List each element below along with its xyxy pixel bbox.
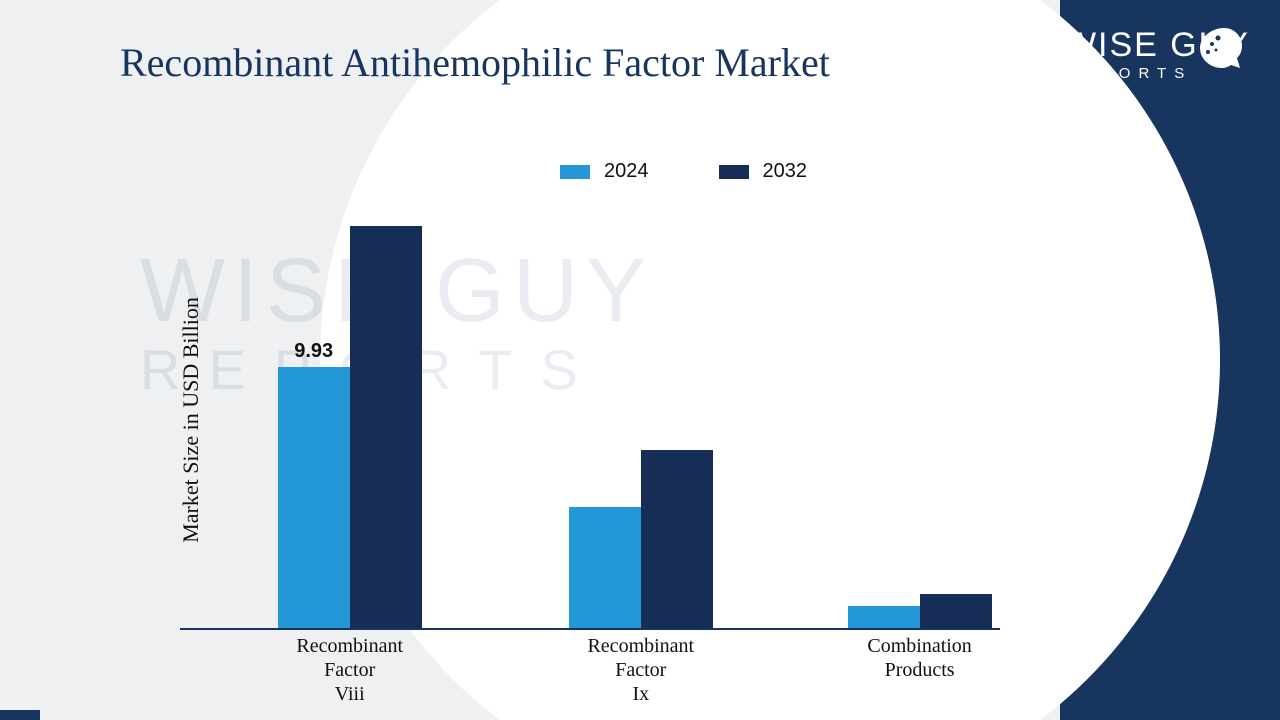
legend-item-2024: 2024 — [560, 160, 649, 183]
bar-series-2032 — [920, 594, 992, 628]
right-band — [1060, 0, 1280, 720]
legend-label-2032: 2032 — [763, 160, 808, 183]
legend-swatch-2024 — [560, 165, 590, 179]
bar-pair — [820, 210, 1020, 628]
bar-group: 9.93RecombinantFactorViii — [250, 210, 450, 628]
page-root: WISE GUY REPORTS WISE GUY REPORTS Recomb… — [0, 0, 1280, 720]
chart-legend: 2024 2032 — [560, 160, 807, 183]
bar-group: RecombinantFactorIx — [541, 210, 741, 628]
bar-series-2024 — [848, 606, 920, 628]
legend-label-2024: 2024 — [604, 160, 649, 183]
x-axis-label: CombinationProducts — [820, 628, 1020, 682]
bar-pair — [250, 210, 450, 628]
plot-area: 9.93RecombinantFactorViii RecombinantFact… — [180, 210, 1000, 630]
bar-series-2032 — [350, 226, 422, 628]
brand-logo: WISE GUY REPORTS — [1064, 28, 1250, 81]
footer-accent — [0, 710, 40, 720]
legend-swatch-2032 — [719, 165, 749, 179]
page-title: Recombinant Antihemophilic Factor Market — [120, 40, 880, 86]
bar-value-label: 9.93 — [278, 340, 350, 363]
bar-series-2024 — [278, 367, 350, 628]
x-axis-label: RecombinantFactorViii — [250, 628, 450, 706]
bar-group: CombinationProducts — [820, 210, 1020, 628]
bar-chart: Market Size in USD Billion 9.93Recombina… — [120, 210, 1000, 630]
bar-pair — [541, 210, 741, 628]
legend-item-2032: 2032 — [719, 160, 808, 183]
bar-series-2032 — [641, 450, 713, 629]
bar-series-2024 — [569, 507, 641, 628]
x-axis-label: RecombinantFactorIx — [541, 628, 741, 706]
head-silhouette-icon — [1194, 24, 1250, 80]
